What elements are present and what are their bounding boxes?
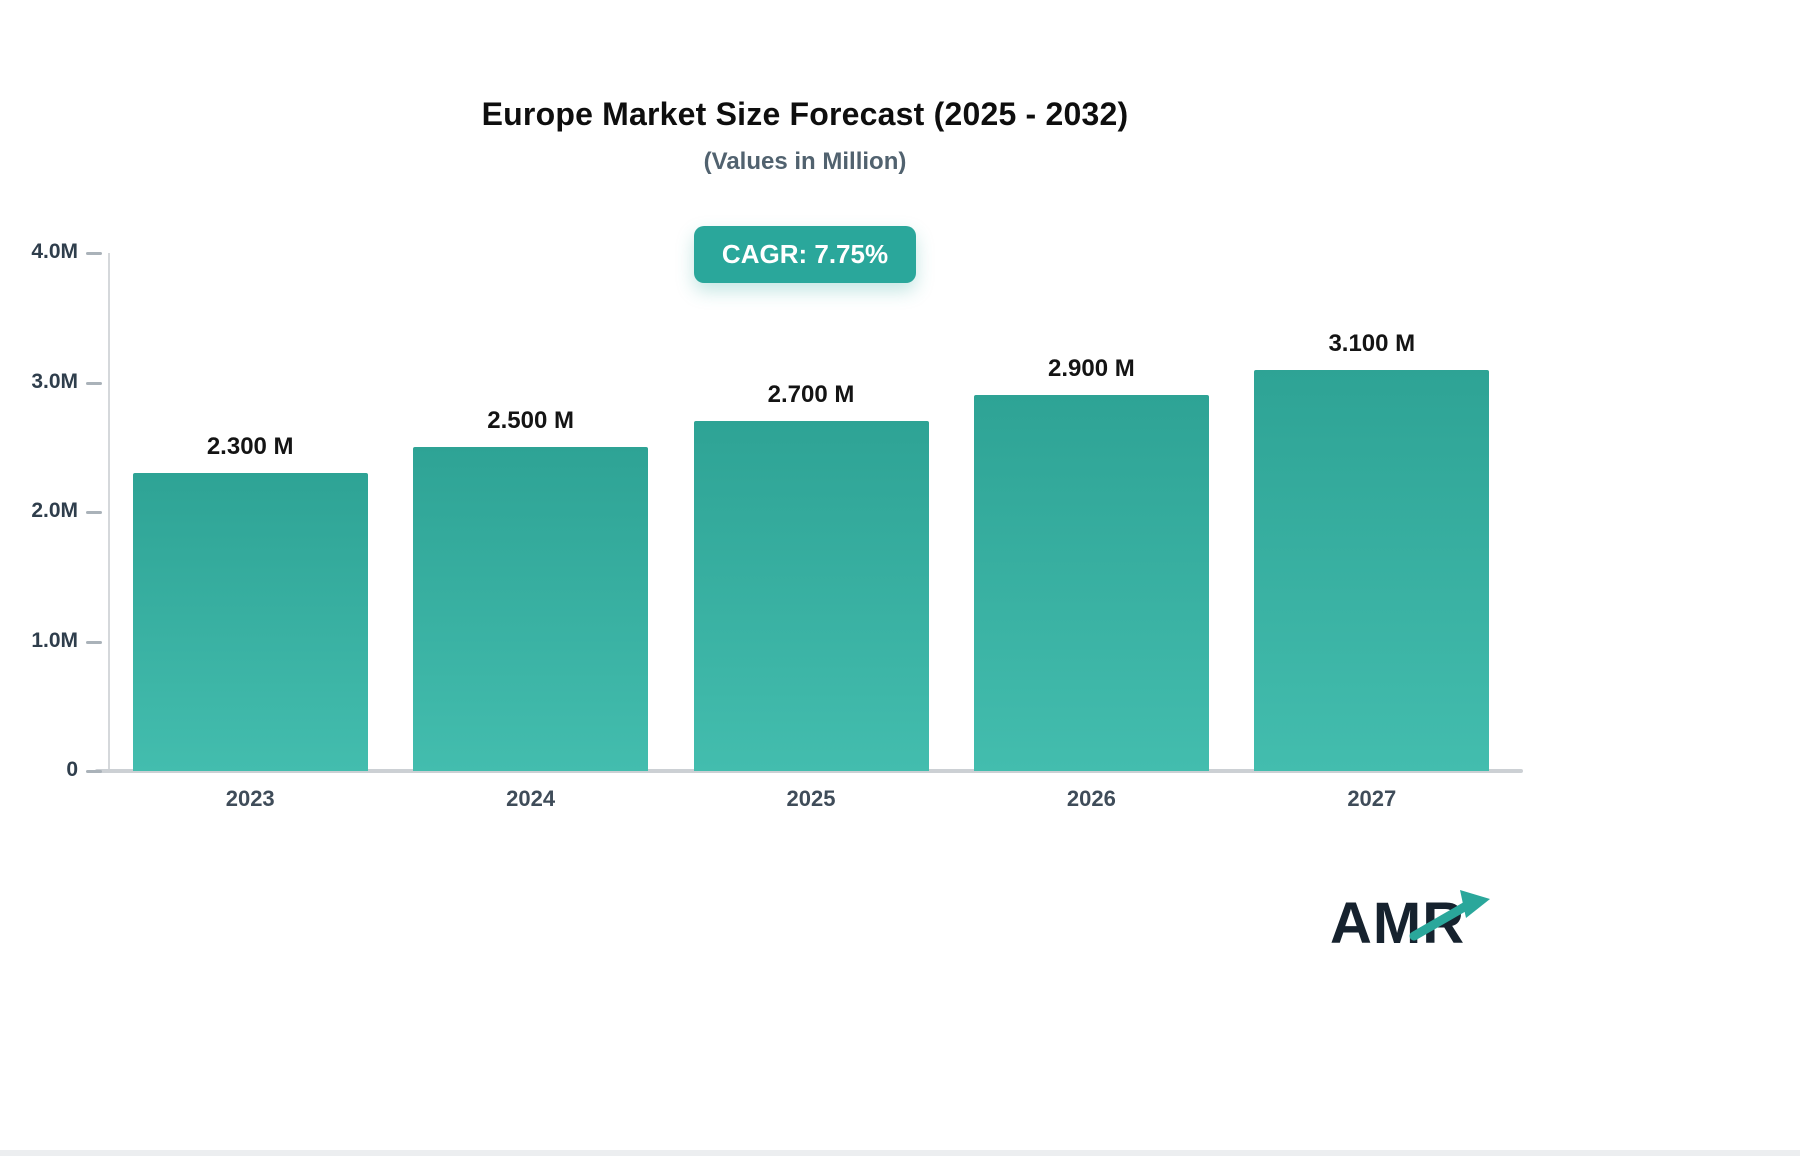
bar-value-label: 2.300 M (206, 433, 294, 461)
bottom-edge-strip (0, 1150, 1800, 1156)
bar-face (693, 421, 929, 771)
bar-side-shadow (1238, 380, 1256, 779)
bar: 3.100 M (1238, 330, 1490, 779)
y-tick-mark (86, 770, 102, 773)
bar: 2.300 M (132, 433, 384, 779)
chart-title: Europe Market Size Forecast (2025 - 2032… (481, 96, 1129, 132)
y-tick-mark (86, 640, 102, 644)
bar-value-label: 2.900 M (1048, 355, 1135, 383)
bar-face (1254, 369, 1490, 771)
bar: 2.700 M (693, 381, 945, 779)
bar-value-label: 2.700 M (767, 381, 855, 409)
x-axis-line (95, 769, 1523, 773)
y-tick-label: 3.0M (31, 369, 78, 393)
bar: 2.500 M (413, 407, 665, 779)
cagr-badge: CAGR: 7.75% (693, 226, 917, 283)
bar-value-label: 2.500 M (487, 407, 574, 435)
y-axis-line (108, 253, 110, 771)
cagr-badge-row: CAGR: 7.75% (0, 226, 1610, 283)
x-tick-label: 2023 (225, 786, 275, 811)
logo-arrow-icon (1409, 890, 1490, 941)
bar-value-label: 3.100 M (1328, 329, 1416, 357)
y-tick-mark (86, 252, 102, 255)
y-tick-mark (86, 511, 102, 514)
y-tick-label: 0 (66, 758, 78, 781)
bar-face (413, 447, 649, 771)
bar-side-shadow (957, 406, 975, 779)
x-tick-label: 2027 (1347, 786, 1397, 811)
x-tick-label: 2026 (1066, 786, 1116, 811)
bar-side-shadow (927, 432, 945, 779)
y-tick-label: 2.0M (31, 499, 78, 522)
x-tick-label: 2024 (506, 786, 556, 811)
bar-side-shadow (647, 458, 665, 779)
y-tick-label: 4.0M (31, 240, 78, 263)
bar-face (132, 473, 368, 771)
y-tick-mark (86, 381, 102, 385)
bar-face (973, 395, 1209, 771)
amr-logo: AMR (1330, 890, 1530, 970)
x-tick-label: 2025 (786, 786, 836, 811)
bar: 2.900 M (957, 355, 1209, 779)
bar-side-shadow (366, 484, 384, 779)
y-tick-label: 1.0M (31, 628, 78, 652)
chart-subtitle: (Values in Million) (703, 148, 907, 175)
